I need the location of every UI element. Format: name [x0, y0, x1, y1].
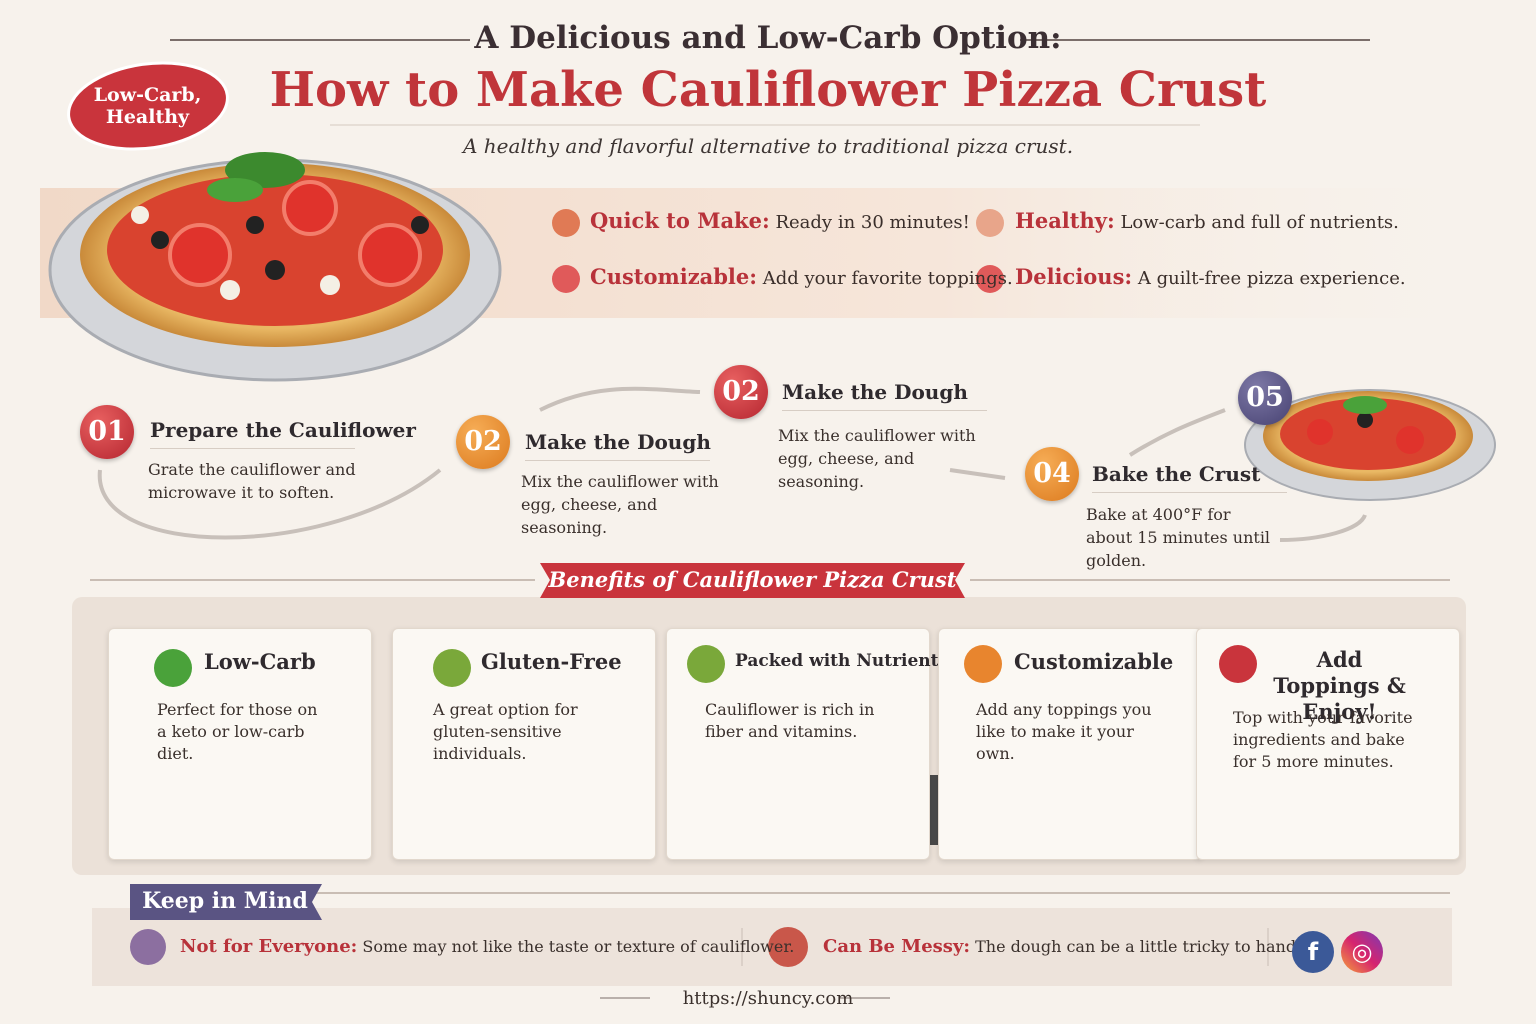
- highlight-icons-shape: [552, 209, 580, 237]
- highlight: Quick to Make: Ready in 30 minutes!: [590, 208, 970, 233]
- benefit-card: Gluten-Free A great option for gluten-se…: [392, 628, 656, 860]
- pizza-illustration-shape: [246, 216, 264, 234]
- highlight-text: A guilt-free pizza experience.: [1137, 268, 1406, 289]
- card-icon: [964, 645, 1002, 683]
- card-title: Packed with Nutrients: [735, 651, 949, 671]
- step-arrows: [97, 386, 1367, 542]
- step-arrows-shape: [1128, 408, 1226, 457]
- note: Can Be Messy: The dough can be a little …: [823, 936, 1316, 957]
- badge-shape: [67, 61, 229, 151]
- card-icon: [687, 645, 725, 683]
- highlight-icons-shape: [552, 265, 580, 293]
- facebook-icon[interactable]: f: [1292, 931, 1334, 973]
- benefit-card: Add Toppings & Enjoy! Top with your favo…: [1196, 628, 1460, 860]
- benefit-card: Packed with Nutrients Cauliflower is ric…: [666, 628, 948, 860]
- final-pizza-shape: [1357, 412, 1373, 428]
- benefit-card: Low-Carb Perfect for those on a keto or …: [108, 628, 372, 860]
- step-number: 05: [1238, 371, 1292, 425]
- badge-shape-shape: [67, 61, 229, 151]
- card-icon: [154, 649, 192, 687]
- step-number: 02: [714, 365, 768, 419]
- highlight: Delicious: A guilt-free pizza experience…: [1015, 264, 1406, 289]
- highlight-text: Ready in 30 minutes!: [775, 212, 970, 233]
- subtitle: A healthy and flavorful alternative to t…: [462, 134, 1074, 158]
- step-text: Bake at 400°F for about 15 minutes until…: [1086, 505, 1271, 570]
- benefits-title: Benefits of Cauliflower Pizza Crust: [548, 567, 957, 592]
- footer-url: https://shuncy.com: [682, 988, 854, 1009]
- card-title: Low-Carb: [204, 649, 316, 674]
- step-text: Grate the cauliflower and microwave it t…: [148, 460, 356, 502]
- pizza-illustration-shape: [411, 216, 429, 234]
- card-icon: [433, 649, 471, 687]
- pizza-illustration: [48, 152, 502, 382]
- card-title: Gluten-Free: [481, 649, 622, 674]
- card-text: Top with your favorite ingredients and b…: [1233, 708, 1413, 771]
- step-arrows-shape: [539, 386, 701, 412]
- pizza-illustration-shape: [220, 280, 240, 300]
- final-pizza-shape: [1343, 396, 1387, 414]
- step-arrows-shape: [949, 468, 1006, 480]
- final-pizza: [1244, 389, 1496, 501]
- step-text: Mix the cauliflower with egg, cheese, an…: [778, 426, 976, 491]
- highlight-label: Customizable:: [590, 264, 758, 289]
- step-number: 01: [80, 405, 134, 459]
- badge: Low-Carb, Healthy: [93, 84, 202, 128]
- pizza-illustration-shape: [151, 231, 169, 249]
- card-text: A great option for gluten-sensitive indi…: [433, 700, 578, 763]
- instagram-icon[interactable]: ◎: [1341, 931, 1383, 973]
- highlight-label: Quick to Make:: [590, 208, 770, 233]
- step-title: Make the Dough: [782, 380, 987, 411]
- final-pizza-shape: [1396, 426, 1424, 454]
- pizza-illustration-shape: [358, 223, 422, 287]
- step-title: Bake the Crust: [1092, 462, 1287, 493]
- keep-in-mind-band-shape: [130, 884, 322, 920]
- card-text: Cauliflower is rich in fiber and vitamin…: [705, 700, 875, 741]
- card-icon: [1219, 645, 1257, 683]
- step-arrows-shape: [1279, 514, 1367, 542]
- keep-in-mind-title: Keep in Mind: [142, 888, 308, 914]
- highlight: Healthy: Low-carb and full of nutrients.: [1015, 208, 1399, 233]
- benefits-panel-shape: [540, 563, 965, 598]
- highlight-icons-shape: [976, 265, 1004, 293]
- keep-in-mind-band-shape: [768, 927, 808, 967]
- step-arrows-shape: [97, 468, 442, 540]
- header-rules: [170, 39, 1370, 126]
- pizza-illustration-shape: [168, 223, 232, 287]
- note-label: Not for Everyone:: [180, 936, 358, 957]
- pizza-illustration-shape: [282, 180, 338, 236]
- keep-in-mind-band: [92, 884, 1452, 999]
- highlight-text: Low-carb and full of nutrients.: [1120, 212, 1399, 233]
- highlight-icons-shape: [976, 209, 1004, 237]
- pizza-illustration-shape: [131, 206, 149, 224]
- title: How to Make Cauliflower Pizza Crust: [269, 62, 1267, 118]
- step-text: Mix the cauliflower with egg, cheese, an…: [521, 472, 719, 537]
- step-number: 02: [456, 415, 510, 469]
- note-label: Can Be Messy:: [823, 936, 971, 957]
- card-text: Add any toppings you like to make it you…: [976, 700, 1152, 763]
- kicker: A Delicious and Low-Carb Option:: [474, 20, 1062, 56]
- highlight-label: Healthy:: [1015, 208, 1115, 233]
- pizza-illustration-shape: [207, 178, 263, 202]
- card-title: Add Toppings & Enjoy!: [1273, 647, 1406, 724]
- final-pizza-shape: [1307, 419, 1333, 445]
- highlight-icons: [552, 209, 1004, 293]
- step-number: 04: [1025, 447, 1079, 501]
- step-title: Prepare the Cauliflower: [150, 418, 416, 449]
- note: Not for Everyone: Some may not like the …: [180, 936, 794, 957]
- benefit-card: Customizable Add any toppings you like t…: [938, 628, 1202, 860]
- pizza-illustration-shape: [107, 174, 443, 326]
- pizza-illustration-shape: [265, 260, 285, 280]
- step-title: Make the Dough: [525, 430, 711, 461]
- pizza-illustration-shape: [320, 275, 340, 295]
- highlight-text: Add your favorite toppings.: [762, 268, 1013, 289]
- keep-in-mind-band-shape: [130, 929, 166, 965]
- card-title: Customizable: [1014, 649, 1174, 674]
- highlight-label: Delicious:: [1015, 264, 1133, 289]
- note-text: Some may not like the taste or texture o…: [362, 937, 795, 956]
- highlight: Customizable: Add your favorite toppings…: [590, 264, 1013, 289]
- card-text: Perfect for those on a keto or low-carb …: [157, 700, 318, 763]
- note-text: The dough can be a little tricky to hand…: [975, 937, 1316, 956]
